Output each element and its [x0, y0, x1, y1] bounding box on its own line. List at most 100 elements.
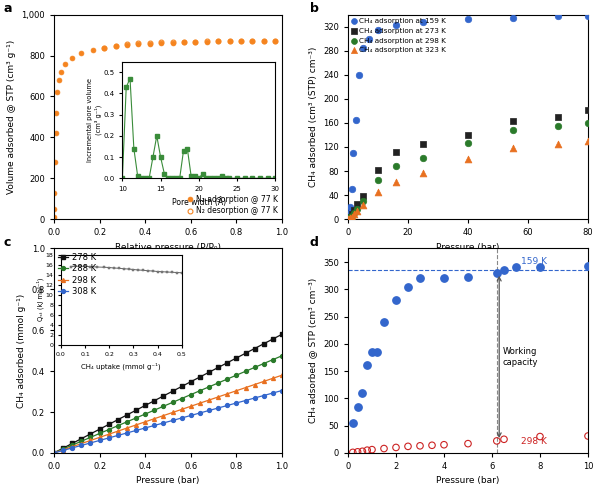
- N₂ adsorption @ 77 K: [55, 77, 62, 83]
- 278 K: [274, 334, 281, 339]
- CH₄ adsorption at 323 K: [352, 207, 362, 215]
- X-axis label: Pressure (bar): Pressure (bar): [436, 476, 500, 486]
- CH₄ adsorption at 273 K: [463, 131, 473, 139]
- CH₄ adsorption at 159 K: [373, 26, 383, 34]
- CH₄ adsorption at 298 K: [463, 139, 473, 147]
- CH₄ adsorption at 273 K: [373, 166, 383, 174]
- CH₄ adsorption at 323 K: [347, 213, 356, 221]
- 298 K: [119, 427, 126, 432]
- CH₄ adsorption at 159 K: [344, 209, 354, 217]
- CH₄ adsorption at 323 K: [391, 178, 401, 186]
- N₂ adsorption @ 77 K: [249, 38, 256, 44]
- N₂ adsorption @ 77 K: [146, 41, 154, 47]
- N₂ adsorption @ 77 K: [260, 38, 268, 44]
- 298 K: [201, 399, 208, 405]
- CH₄ adsorption at 298 K: [347, 212, 356, 220]
- N₂ desorption @ 77 K: [101, 45, 108, 51]
- N₂ desorption @ 77 K: [249, 38, 256, 44]
- Point: [583, 262, 593, 270]
- Text: c: c: [4, 236, 11, 249]
- Point: [367, 348, 377, 356]
- CH₄ adsorption at 273 K: [346, 213, 355, 221]
- CH₄ adsorption at 159 K: [343, 214, 353, 222]
- CH₄ adsorption at 159 K: [349, 149, 358, 157]
- N₂ desorption @ 77 K: [112, 43, 119, 49]
- 308 K: [124, 430, 131, 436]
- CH₄ adsorption at 273 K: [553, 113, 563, 121]
- Y-axis label: CH₄ adsorbed (cm³ (STP) cm⁻³): CH₄ adsorbed (cm³ (STP) cm⁻³): [308, 47, 317, 187]
- CH₄ adsorption at 159 K: [347, 185, 356, 193]
- 298 K: [101, 433, 108, 439]
- N₂ adsorption @ 77 K: [181, 39, 188, 45]
- N₂ desorption @ 77 K: [169, 39, 176, 45]
- 308 K: [274, 389, 281, 394]
- Point: [415, 442, 425, 450]
- Point: [358, 389, 367, 397]
- 288 K: [215, 380, 222, 386]
- CH₄ adsorption at 159 K: [364, 35, 374, 42]
- CH₄ adsorption at 273 K: [344, 214, 354, 222]
- CH₄ adsorption at 273 K: [508, 117, 518, 125]
- N₂ adsorption @ 77 K: [272, 38, 279, 44]
- CH₄ adsorption at 323 K: [349, 210, 359, 218]
- Point: [463, 440, 473, 448]
- N₂ adsorption @ 77 K: [238, 38, 245, 44]
- CH₄ adsorption at 159 K: [418, 18, 428, 26]
- 308 K: [50, 450, 58, 456]
- N₂ adsorption @ 77 K: [158, 40, 165, 46]
- X-axis label: Relative pressure (P/P₀): Relative pressure (P/P₀): [115, 243, 221, 252]
- 278 K: [119, 414, 126, 420]
- 288 K: [124, 419, 131, 425]
- X-axis label: Pressure (bar): Pressure (bar): [136, 476, 200, 486]
- Line: N₂ adsorption @ 77 K: N₂ adsorption @ 77 K: [52, 38, 278, 220]
- Point: [499, 435, 509, 443]
- 298 K: [50, 450, 58, 456]
- CH₄ adsorption at 159 K: [583, 12, 593, 19]
- Point: [379, 445, 389, 452]
- CH₄ adsorption at 159 K: [463, 16, 473, 23]
- Legend: CH₄ adsorption at 159 K, CH₄ adsorption at 273 K, CH₄ adsorption at 298 K, CH₄ a: CH₄ adsorption at 159 K, CH₄ adsorption …: [352, 18, 446, 53]
- N₂ adsorption @ 77 K: [68, 55, 76, 60]
- Point: [391, 296, 401, 304]
- Point: [535, 432, 545, 440]
- CH₄ adsorption at 323 K: [344, 215, 354, 223]
- 298 K: [274, 374, 281, 380]
- N₂ adsorption @ 77 K: [112, 43, 119, 49]
- N₂ adsorption @ 77 K: [52, 131, 59, 136]
- Point: [367, 446, 377, 453]
- 298 K: [124, 425, 131, 431]
- 308 K: [119, 431, 126, 437]
- CH₄ adsorption at 298 K: [508, 126, 518, 134]
- Point: [358, 448, 367, 455]
- N₂ desorption @ 77 K: [181, 39, 188, 45]
- CH₄ adsorption at 159 K: [350, 116, 360, 124]
- Point: [403, 282, 413, 290]
- N₂ adsorption @ 77 K: [50, 214, 58, 220]
- CH₄ adsorption at 323 K: [583, 137, 593, 145]
- 278 K: [50, 450, 58, 456]
- 288 K: [201, 386, 208, 392]
- N₂ desorption @ 77 K: [158, 39, 165, 45]
- CH₄ adsorption at 323 K: [463, 155, 473, 163]
- CH₄ adsorption at 323 K: [553, 140, 563, 148]
- Point: [362, 361, 372, 369]
- Point: [439, 275, 449, 282]
- Y-axis label: CH₄ adsorbed (mmol g⁻¹): CH₄ adsorbed (mmol g⁻¹): [17, 294, 26, 408]
- CH₄ adsorption at 273 K: [352, 200, 362, 208]
- N₂ adsorption @ 77 K: [226, 38, 233, 44]
- CH₄ adsorption at 273 K: [347, 210, 356, 218]
- Point: [492, 269, 502, 277]
- N₂ adsorption @ 77 K: [51, 189, 58, 195]
- Point: [353, 403, 362, 411]
- 278 K: [201, 372, 208, 377]
- N₂ desorption @ 77 K: [146, 40, 154, 46]
- CH₄ adsorption at 298 K: [391, 162, 401, 170]
- 308 K: [278, 388, 286, 393]
- Point: [492, 437, 502, 445]
- 288 K: [119, 421, 126, 427]
- N₂ desorption @ 77 K: [203, 38, 211, 44]
- N₂ desorption @ 77 K: [272, 38, 279, 44]
- CH₄ adsorption at 298 K: [553, 122, 563, 130]
- 308 K: [215, 405, 222, 411]
- Text: 298 K: 298 K: [521, 437, 547, 446]
